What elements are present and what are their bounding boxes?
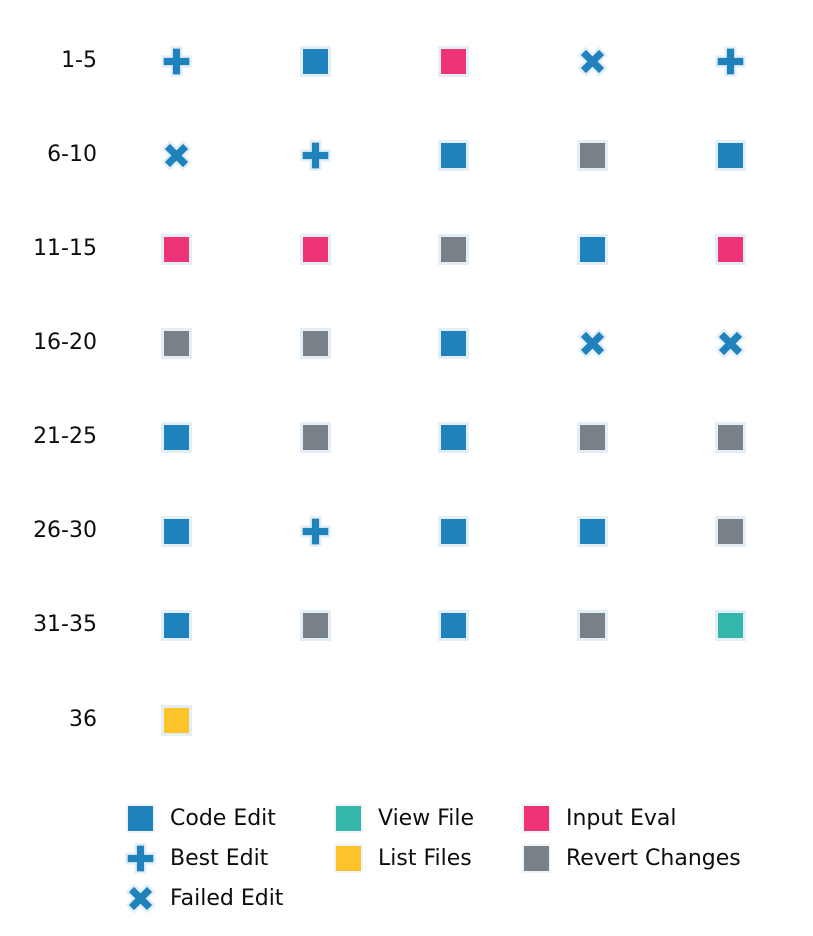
marker-code-edit-icon xyxy=(438,515,469,547)
legend-marker-box xyxy=(521,843,552,874)
legend-column: Input Eval Revert Changes xyxy=(521,798,741,878)
marker-list-files-icon xyxy=(160,704,192,736)
marker-code-edit-icon xyxy=(715,139,746,171)
legend-item-failed-edit: Failed Edit xyxy=(125,878,283,918)
marker-best-edit-icon xyxy=(160,45,192,77)
marker-revert-changes-icon xyxy=(299,327,331,359)
marker-code-edit-icon xyxy=(438,421,469,453)
legend-marker-box xyxy=(125,882,156,914)
row-label: 6-10 xyxy=(47,142,97,167)
marker-revert-changes-icon xyxy=(576,421,608,453)
marker-view-file-icon xyxy=(334,803,363,833)
legend-item-input-eval: Input Eval xyxy=(521,798,741,838)
marker-revert-changes-icon xyxy=(522,843,551,873)
marker-list-files-icon xyxy=(334,843,363,873)
marker-input-eval-icon xyxy=(160,233,192,265)
legend-label: Code Edit xyxy=(170,805,276,831)
marker-revert-changes-icon xyxy=(299,609,331,641)
marker-code-edit-icon xyxy=(438,327,469,359)
marker-code-edit-icon xyxy=(160,609,192,641)
marker-best-edit-icon xyxy=(299,139,331,171)
row-label: 11-15 xyxy=(33,236,97,261)
marker-code-edit-icon xyxy=(160,515,192,547)
row-label: 31-35 xyxy=(33,612,97,637)
legend-label: Best Edit xyxy=(170,845,269,871)
marker-code-edit-icon xyxy=(299,45,331,77)
marker-view-file-icon xyxy=(715,609,746,641)
legend-column: Code Edit Best Edit Failed Edit xyxy=(125,798,283,918)
legend-label: View File xyxy=(378,805,475,831)
marker-failed-edit-icon xyxy=(125,882,156,914)
legend-marker-box xyxy=(125,842,156,874)
marker-failed-edit-icon xyxy=(715,327,746,359)
legend-label: Revert Changes xyxy=(566,845,741,871)
marker-failed-edit-icon xyxy=(576,327,608,359)
legend-item-revert-changes: Revert Changes xyxy=(521,838,741,878)
marker-code-edit-icon xyxy=(438,139,469,171)
marker-code-edit-icon xyxy=(438,609,469,641)
legend-item-best-edit: Best Edit xyxy=(125,838,283,878)
legend-item-code-edit: Code Edit xyxy=(125,798,283,838)
marker-input-eval-icon xyxy=(299,233,331,265)
legend-label: Input Eval xyxy=(566,805,677,831)
legend-item-view-file: View File xyxy=(333,798,474,838)
row-label: 36 xyxy=(69,707,97,732)
row-label: 26-30 xyxy=(33,518,97,543)
marker-revert-changes-icon xyxy=(438,233,469,265)
legend-item-list-files: List Files xyxy=(333,838,474,878)
legend-label: Failed Edit xyxy=(170,885,284,911)
legend-marker-box xyxy=(333,803,364,834)
marker-code-edit-icon xyxy=(160,421,192,453)
marker-revert-changes-icon xyxy=(299,421,331,453)
marker-failed-edit-icon xyxy=(160,139,192,171)
marker-input-eval-icon xyxy=(715,233,746,265)
marker-code-edit-icon xyxy=(126,803,155,833)
marker-revert-changes-icon xyxy=(715,515,746,547)
legend-label: List Files xyxy=(378,845,472,871)
legend-column: View File List Files xyxy=(333,798,474,878)
marker-best-edit-icon xyxy=(715,45,746,77)
marker-input-eval-icon xyxy=(522,803,551,833)
marker-input-eval-icon xyxy=(438,45,469,77)
marker-best-edit-icon xyxy=(299,515,331,547)
marker-revert-changes-icon xyxy=(576,609,608,641)
legend-marker-box xyxy=(125,803,156,834)
marker-revert-changes-icon xyxy=(576,139,608,171)
row-label: 21-25 xyxy=(33,424,97,449)
marker-revert-changes-icon xyxy=(160,327,192,359)
marker-failed-edit-icon xyxy=(576,45,608,77)
row-label: 1-5 xyxy=(61,48,97,73)
row-label: 16-20 xyxy=(33,330,97,355)
legend-marker-box xyxy=(521,803,552,834)
legend-marker-box xyxy=(333,843,364,874)
marker-revert-changes-icon xyxy=(715,421,746,453)
marker-code-edit-icon xyxy=(576,515,608,547)
marker-code-edit-icon xyxy=(576,233,608,265)
marker-best-edit-icon xyxy=(125,842,156,874)
